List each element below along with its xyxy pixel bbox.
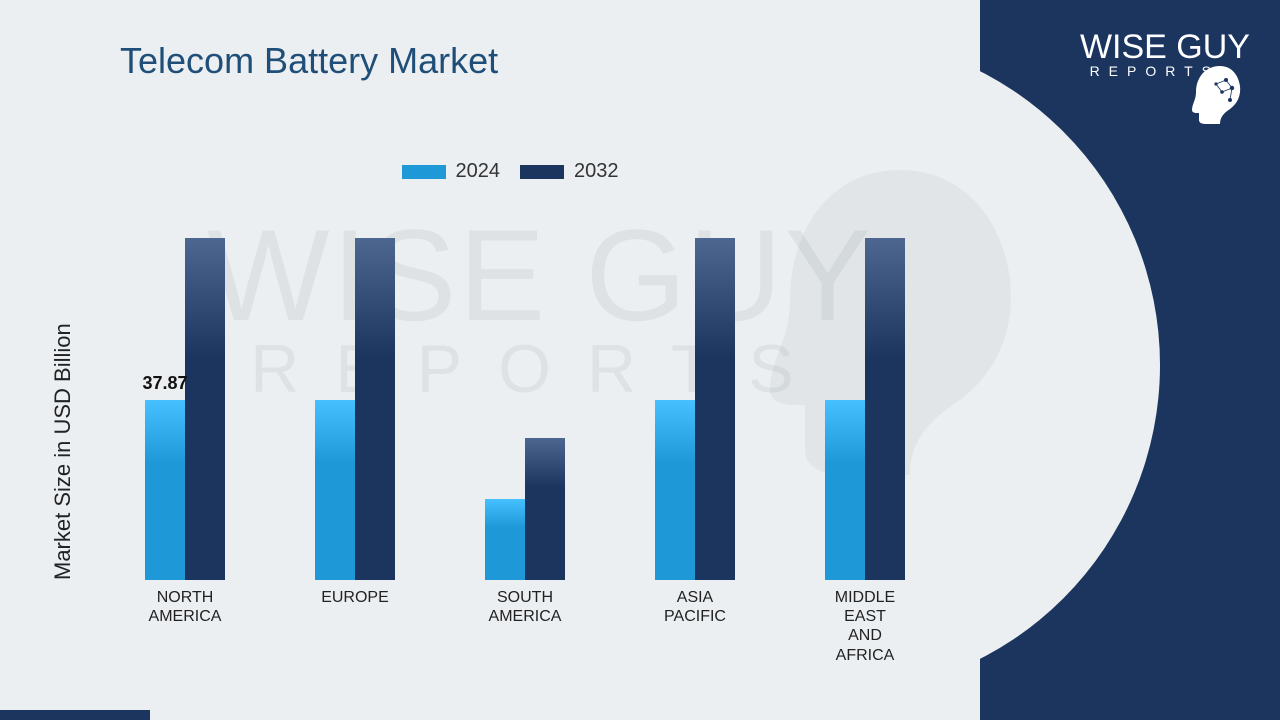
bar-group [315,238,395,580]
bar-2024 [485,499,525,580]
bar-2032 [185,238,225,580]
bottom-accent-bar [0,710,150,720]
bar-2032 [525,438,565,581]
bar-2024 [145,400,185,580]
logo-head-icon [1188,64,1244,124]
bar-2032 [355,238,395,580]
chart-canvas: Telecom Battery Market WISE GUY REPORTS … [0,0,1280,720]
legend-label-2032: 2032 [574,160,619,183]
bar-2032 [865,238,905,580]
bar-2032 [695,238,735,580]
bar-value-label: 37.87 [125,373,205,394]
y-axis-label: Market Size in USD Billion [50,323,76,580]
legend-item-2032: 2032 [520,160,619,183]
plot-area: Telecom Battery Market WISE GUY REPORTS … [30,0,990,720]
category-label: MIDDLEEASTANDAFRICA [795,588,935,665]
wiseguy-logo: WISE GUY REPORTS [1080,28,1250,79]
legend-label-2024: 2024 [456,160,501,183]
legend-swatch-2032 [520,165,564,179]
bar-group [825,238,905,580]
bar-2024 [825,400,865,581]
bar-2024 [655,400,695,581]
category-label: NORTHAMERICA [115,588,255,626]
legend: 2024 2032 [30,160,990,183]
category-label: ASIAPACIFIC [625,588,765,626]
bar-group: 37.87 [145,238,225,580]
bar-group [485,438,565,581]
legend-item-2024: 2024 [402,160,501,183]
category-label: SOUTHAMERICA [455,588,595,626]
legend-swatch-2024 [402,165,446,179]
logo-line1: WISE GUY [1080,28,1250,67]
bar-chart: 37.87 [110,200,980,580]
chart-title: Telecom Battery Market [120,40,498,82]
bar-group [655,238,735,580]
category-label: EUROPE [285,588,425,607]
bar-2024 [315,400,355,581]
